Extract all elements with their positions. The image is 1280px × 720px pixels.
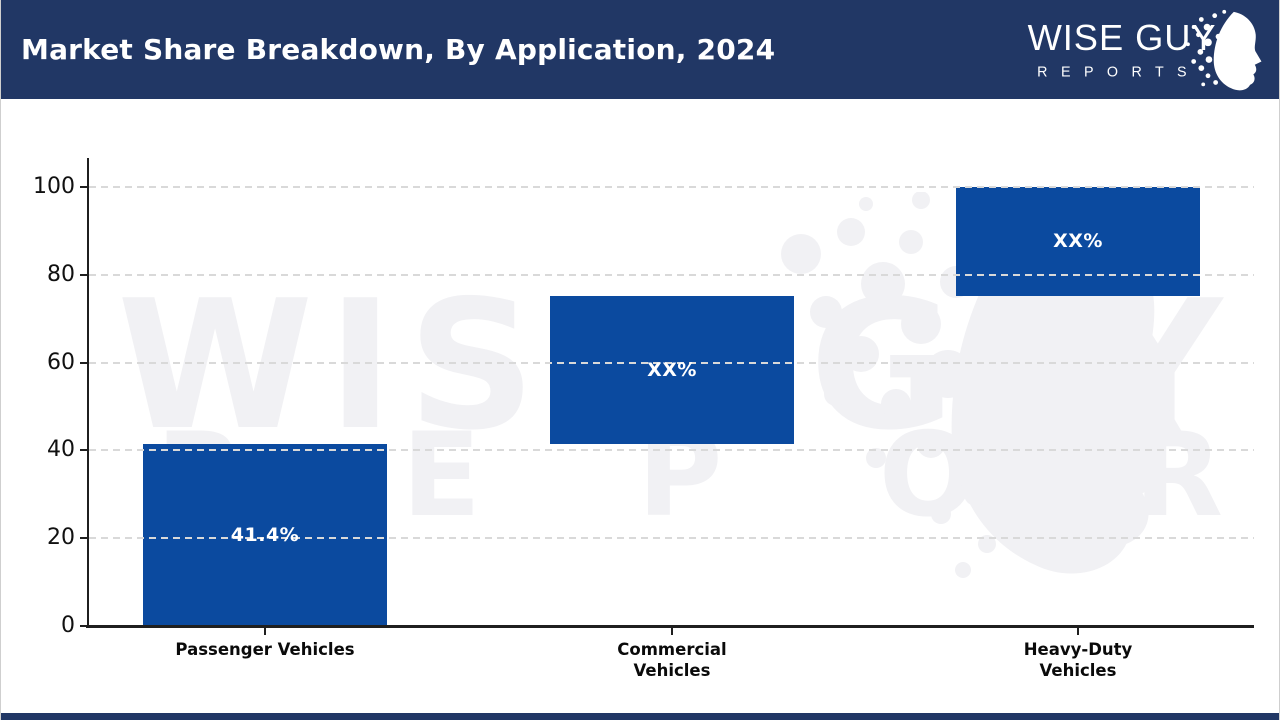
y-tick-mark <box>80 449 88 452</box>
gridline <box>89 449 1254 452</box>
logo-face-icon <box>1186 9 1262 90</box>
wiseguy-logo: WISE GUY R E P O R T S <box>1028 9 1262 90</box>
y-tick-label: 80 <box>47 261 75 287</box>
x-tick-mark <box>264 628 266 635</box>
y-tick-mark <box>80 537 88 540</box>
y-tick-label: 60 <box>47 349 75 375</box>
bar-value-label: XX% <box>1053 230 1103 253</box>
logo-subtitle: R E P O R T S <box>1037 64 1191 80</box>
x-axis-line <box>86 625 1254 628</box>
logo-wordmark: WISE GUY <box>1028 17 1217 58</box>
bar-value-label: 41.4% <box>230 524 300 547</box>
x-tick-mark <box>1077 628 1079 635</box>
x-axis-category-label: Commercial Vehicles <box>617 640 727 680</box>
y-tick-label: 0 <box>61 613 75 638</box>
y-tick-label: 40 <box>47 437 75 463</box>
bar-segment-commercial-vehicles <box>550 295 794 445</box>
y-tick-label: 100 <box>33 174 75 199</box>
x-tick-mark <box>671 628 673 635</box>
y-axis-line <box>87 158 89 627</box>
gridline <box>89 537 1254 540</box>
header-bar: Market Share Breakdown, By Application, … <box>1 0 1279 99</box>
y-tick-mark <box>80 186 88 188</box>
y-tick-mark <box>80 361 88 364</box>
bar-value-label: XX% <box>647 359 697 382</box>
gridline <box>89 186 1254 188</box>
y-tick-mark <box>80 625 88 627</box>
bar-segment-passenger-vehicles <box>143 444 387 626</box>
y-tick-mark <box>80 273 88 276</box>
gridline <box>89 361 1254 364</box>
footer-bar <box>1 713 1279 720</box>
x-axis-category-label: Passenger Vehicles <box>175 640 355 659</box>
gridline <box>89 273 1254 276</box>
page-title: Market Share Breakdown, By Application, … <box>21 33 776 66</box>
y-tick-label: 20 <box>47 525 75 551</box>
x-axis-category-label: Heavy-Duty Vehicles <box>1023 640 1133 680</box>
